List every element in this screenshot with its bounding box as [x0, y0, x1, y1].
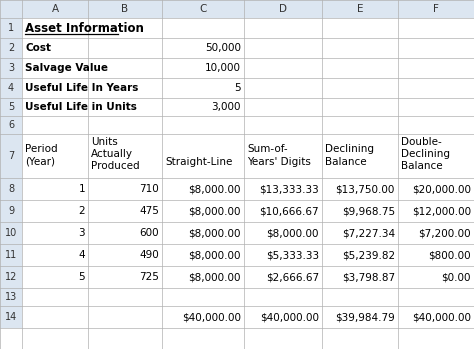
Text: B: B	[121, 4, 128, 14]
Text: 5: 5	[8, 102, 14, 112]
Bar	[0, 134, 22, 178]
Bar	[0, 178, 22, 200]
Bar	[398, 0, 474, 18]
Text: Balance: Balance	[401, 161, 443, 171]
Text: E: E	[357, 4, 363, 14]
Text: $13,750.00: $13,750.00	[336, 184, 395, 194]
Text: $13,333.33: $13,333.33	[259, 184, 319, 194]
Bar	[0, 244, 22, 266]
Bar	[162, 0, 244, 18]
Text: 725: 725	[139, 272, 159, 282]
Text: 1: 1	[78, 184, 85, 194]
Text: Straight-Line: Straight-Line	[165, 157, 232, 167]
Bar	[0, 116, 22, 134]
Text: D: D	[279, 4, 287, 14]
Bar	[322, 0, 398, 18]
Text: Asset Information: Asset Information	[25, 22, 144, 35]
Text: 5: 5	[78, 272, 85, 282]
Text: 2: 2	[8, 43, 14, 53]
Text: (Year): (Year)	[25, 157, 55, 167]
Text: 2: 2	[78, 206, 85, 216]
Text: $5,333.33: $5,333.33	[266, 250, 319, 260]
Bar	[0, 200, 22, 222]
Text: Actually: Actually	[91, 149, 133, 159]
Text: 490: 490	[139, 250, 159, 260]
Text: $8,000.00: $8,000.00	[266, 228, 319, 238]
Text: $40,000.00: $40,000.00	[412, 312, 471, 322]
Text: 13: 13	[5, 292, 17, 302]
Text: 11: 11	[5, 250, 17, 260]
Text: C: C	[199, 4, 207, 14]
Text: 10,000: 10,000	[205, 63, 241, 73]
Bar	[88, 0, 162, 18]
Text: 10: 10	[5, 228, 17, 238]
Text: 3: 3	[78, 228, 85, 238]
Text: 14: 14	[5, 312, 17, 322]
Text: $40,000.00: $40,000.00	[182, 312, 241, 322]
Text: 4: 4	[78, 250, 85, 260]
Text: Declining: Declining	[325, 144, 374, 154]
Bar	[0, 18, 22, 38]
Text: Salvage Value: Salvage Value	[25, 63, 108, 73]
Text: 475: 475	[139, 206, 159, 216]
Text: 9: 9	[8, 206, 14, 216]
Text: $8,000.00: $8,000.00	[189, 228, 241, 238]
Bar	[0, 222, 22, 244]
Bar	[22, 0, 88, 18]
Bar	[0, 0, 22, 18]
Text: $20,000.00: $20,000.00	[412, 184, 471, 194]
Text: $7,227.34: $7,227.34	[342, 228, 395, 238]
Bar	[0, 58, 22, 78]
Text: Double-: Double-	[401, 137, 442, 147]
Text: $39,984.79: $39,984.79	[335, 312, 395, 322]
Text: F: F	[433, 4, 439, 14]
Text: 3,000: 3,000	[211, 102, 241, 112]
Bar	[0, 306, 22, 328]
Bar	[244, 0, 322, 18]
Text: $9,968.75: $9,968.75	[342, 206, 395, 216]
Bar	[0, 266, 22, 288]
Text: Sum-of-: Sum-of-	[247, 144, 288, 154]
Bar	[0, 38, 22, 58]
Text: A: A	[52, 4, 59, 14]
Text: Declining: Declining	[401, 149, 450, 159]
Text: 3: 3	[8, 63, 14, 73]
Text: $40,000.00: $40,000.00	[260, 312, 319, 322]
Bar	[0, 288, 22, 306]
Bar	[0, 0, 22, 18]
Text: $800.00: $800.00	[428, 250, 471, 260]
Text: 600: 600	[139, 228, 159, 238]
Text: Cost: Cost	[25, 43, 51, 53]
Text: Useful Life in Units: Useful Life in Units	[25, 102, 137, 112]
Text: $8,000.00: $8,000.00	[189, 184, 241, 194]
Text: 8: 8	[8, 184, 14, 194]
Text: Units: Units	[91, 137, 118, 147]
Text: $12,000.00: $12,000.00	[412, 206, 471, 216]
Text: 4: 4	[8, 83, 14, 93]
Text: 710: 710	[139, 184, 159, 194]
Bar	[0, 98, 22, 116]
Text: Useful Life In Years: Useful Life In Years	[25, 83, 138, 93]
Text: Period: Period	[25, 144, 58, 154]
Text: $7,200.00: $7,200.00	[419, 228, 471, 238]
Text: $0.00: $0.00	[441, 272, 471, 282]
Text: $10,666.67: $10,666.67	[259, 206, 319, 216]
Text: $5,239.82: $5,239.82	[342, 250, 395, 260]
Bar	[0, 78, 22, 98]
Text: $8,000.00: $8,000.00	[189, 250, 241, 260]
Text: 1: 1	[8, 23, 14, 33]
Text: Produced: Produced	[91, 161, 140, 171]
Text: Years' Digits: Years' Digits	[247, 157, 311, 167]
Text: 7: 7	[8, 151, 14, 161]
Text: 12: 12	[5, 272, 17, 282]
Text: 5: 5	[234, 83, 241, 93]
Text: 50,000: 50,000	[205, 43, 241, 53]
Text: $8,000.00: $8,000.00	[189, 206, 241, 216]
Text: 6: 6	[8, 120, 14, 130]
Text: $2,666.67: $2,666.67	[266, 272, 319, 282]
Text: Balance: Balance	[325, 157, 366, 167]
Text: $8,000.00: $8,000.00	[189, 272, 241, 282]
Text: $3,798.87: $3,798.87	[342, 272, 395, 282]
